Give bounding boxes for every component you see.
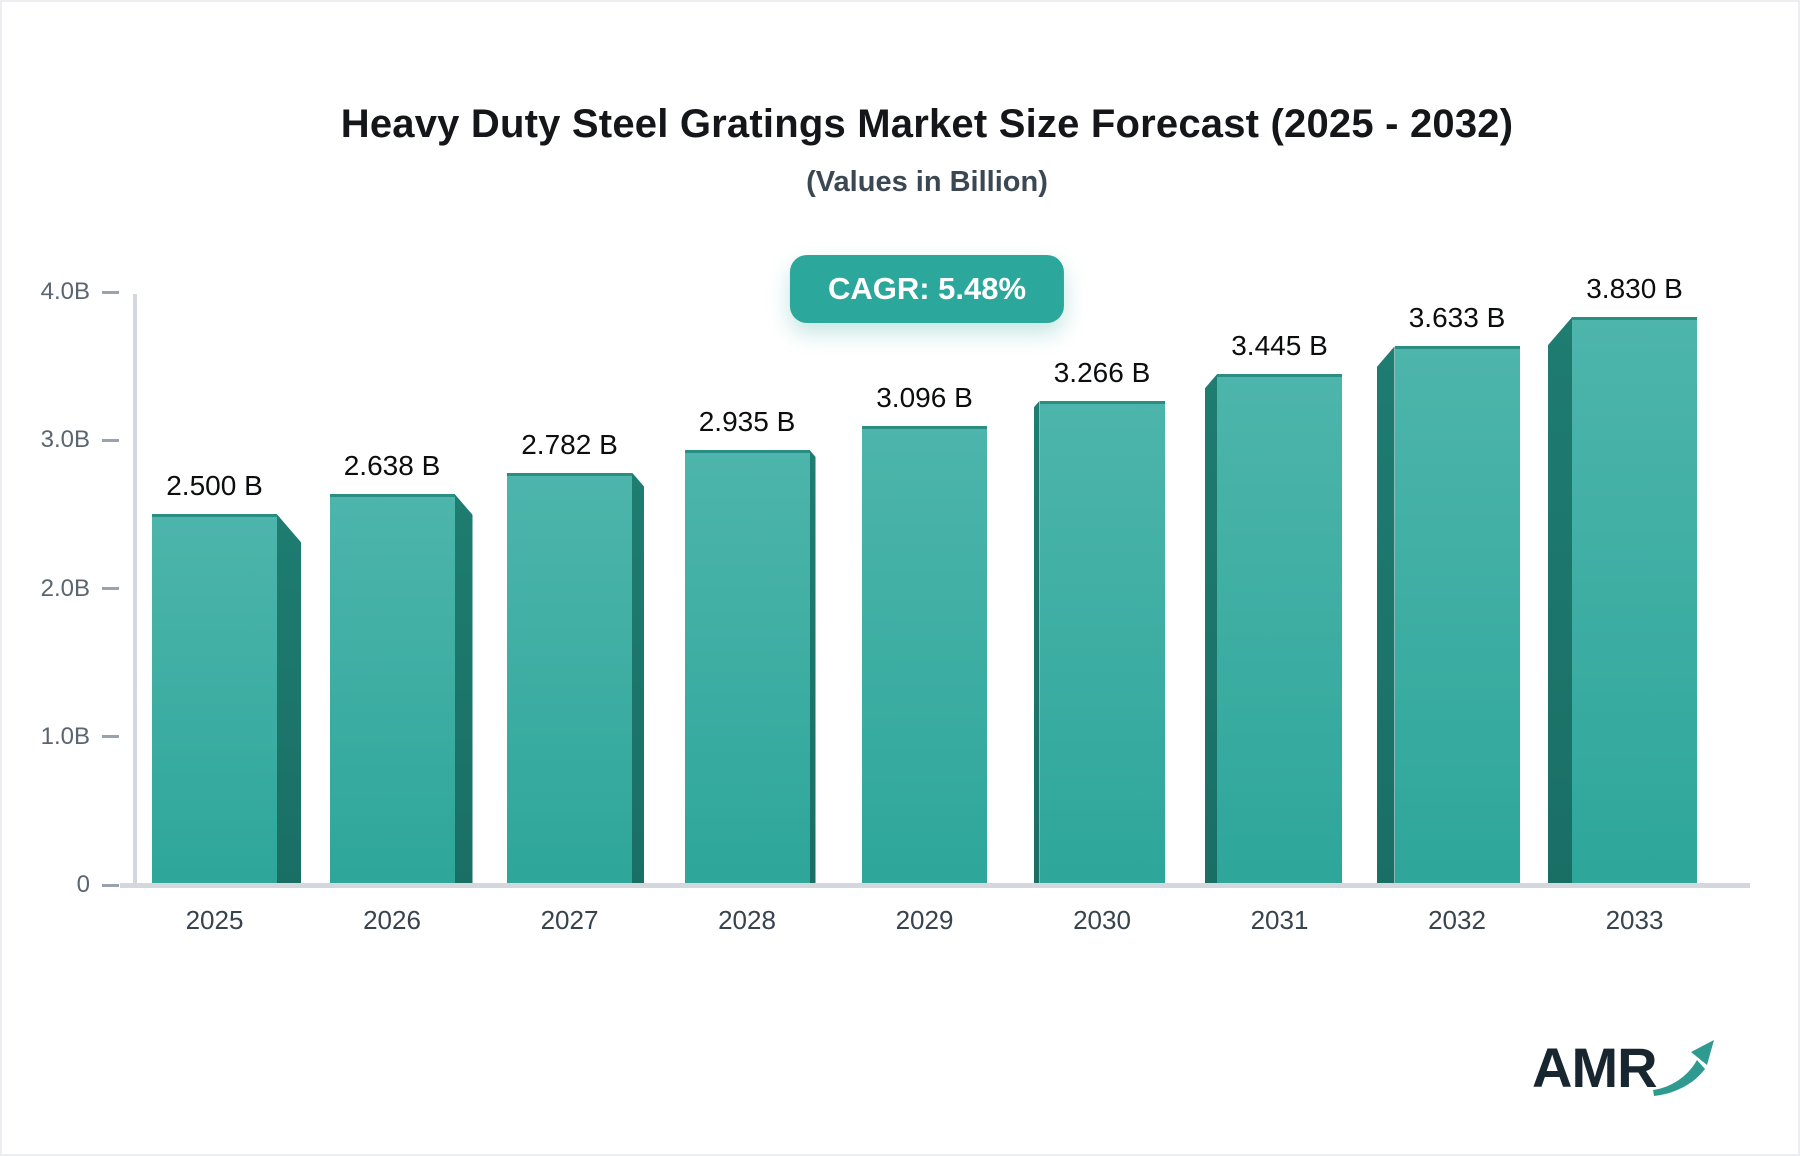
y-tick-label: 2.0B <box>40 574 90 602</box>
bar-value-label-2031: 3.445 B <box>1231 330 1328 362</box>
bar-value-label-2030: 3.266 B <box>1053 356 1151 388</box>
bar-2026 <box>329 493 455 883</box>
y-tick-label: 3.0B <box>40 426 90 454</box>
bar-value-label-2027: 2.782 B <box>521 428 618 460</box>
x-axis-line <box>120 883 1750 888</box>
page-title: Heavy Duty Steel Gratings Market Size Fo… <box>340 102 1514 146</box>
bar-2030 <box>1039 400 1165 883</box>
bar-2025 <box>152 514 277 883</box>
bar-2031 <box>1217 374 1342 883</box>
bar-2033 <box>1572 317 1697 883</box>
x-tick-label-2031: 2031 <box>1250 905 1309 935</box>
bar-side-2030 <box>1033 400 1040 883</box>
y-tick-label: 1.0B <box>40 722 90 750</box>
y-tick-dash <box>102 587 119 590</box>
y-axis-line <box>133 294 137 886</box>
bar-side-2033 <box>1548 317 1572 883</box>
bar-value-label-2033: 3.830 B <box>1586 273 1683 305</box>
logo-text: AMR <box>1532 1036 1658 1099</box>
amr-logo: AMR <box>1532 1040 1715 1098</box>
cagr-badge: CAGR: 5.48% <box>789 255 1065 323</box>
bar-2032 <box>1394 346 1520 883</box>
bar-side-2032 <box>1376 346 1395 883</box>
cagr-badge-label: CAGR: 5.48% <box>827 271 1027 306</box>
x-tick-label-2030: 2030 <box>1073 905 1131 935</box>
x-tick-label-2029: 2029 <box>895 905 954 935</box>
trend-arrow-icon <box>1652 1040 1714 1096</box>
x-tick-label-2028: 2028 <box>718 905 776 935</box>
bar-side-2028 <box>809 449 816 883</box>
bar-value-label-2026: 2.638 B <box>343 449 441 481</box>
x-tick-label-2026: 2026 <box>363 905 421 935</box>
y-tick-label: 4.0B <box>40 278 90 305</box>
bar-value-label-2028: 2.935 B <box>698 405 796 437</box>
bar-value-label-2032: 3.633 B <box>1408 302 1506 334</box>
chart-subtitle: (Values in Billion) <box>806 166 1048 198</box>
bar-side-2027 <box>632 472 644 883</box>
y-tick-dash <box>102 735 119 739</box>
bar-value-label-2025: 2.500 B <box>166 470 263 502</box>
bar-2029 <box>862 426 987 883</box>
bar-2028 <box>684 449 810 883</box>
bar-side-2031 <box>1205 374 1217 883</box>
x-tick-label-2032: 2032 <box>1428 905 1486 935</box>
x-tick-label-2025: 2025 <box>185 905 244 935</box>
bar-value-label-2029: 3.096 B <box>876 382 973 414</box>
x-tick-label-2027: 2027 <box>540 905 599 935</box>
y-tick-dash <box>102 290 119 294</box>
y-tick-dash <box>102 438 119 442</box>
y-tick-label: 0 <box>76 871 90 898</box>
bar-2027 <box>507 472 632 883</box>
y-tick-dash <box>102 883 119 887</box>
bar-side-2025 <box>277 514 301 883</box>
x-tick-label-2033: 2033 <box>1605 905 1664 935</box>
bar-side-2026 <box>454 493 473 883</box>
